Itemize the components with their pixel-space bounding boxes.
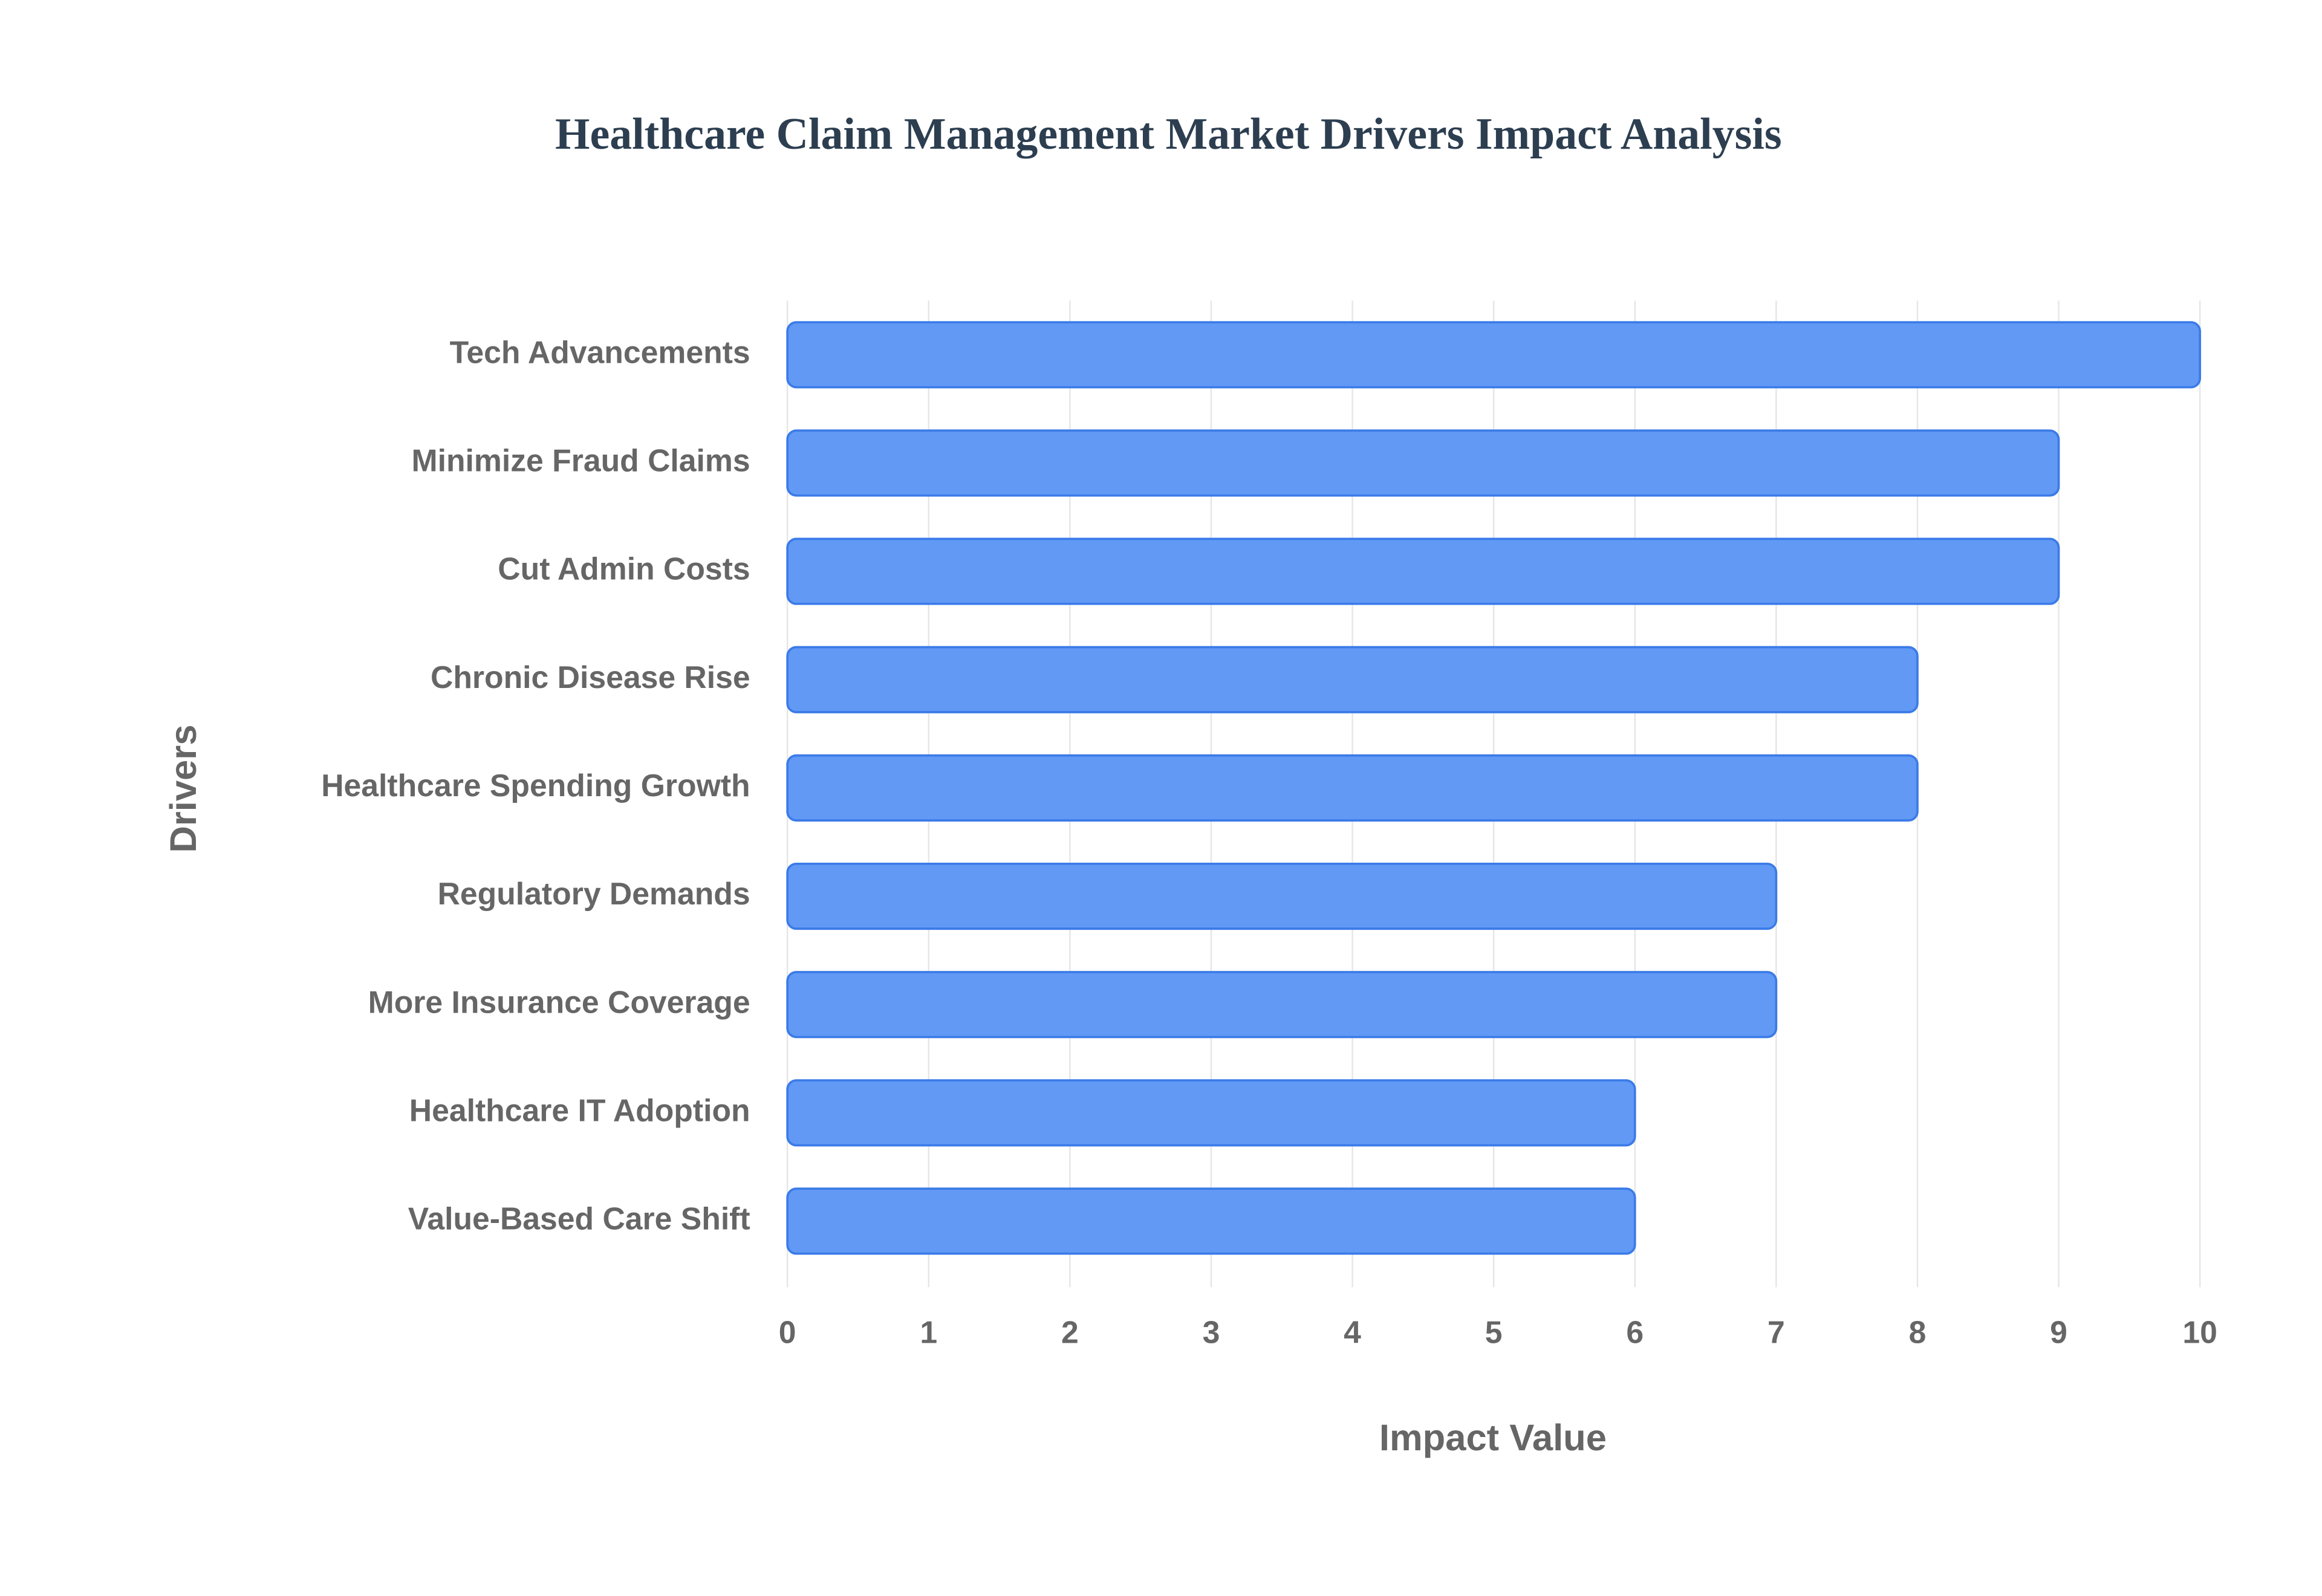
y-tick-label: Chronic Disease Rise	[431, 660, 750, 695]
x-tick-label: 7	[1768, 1315, 1785, 1350]
chart-title: Healthcare Claim Management Market Drive…	[555, 109, 1782, 158]
y-tick-label: Cut Admin Costs	[498, 551, 750, 586]
bar	[786, 537, 2060, 605]
bar	[786, 971, 1778, 1039]
x-tick-label: 4	[1344, 1315, 1361, 1350]
bar	[786, 754, 1919, 822]
x-tick-label: 6	[1626, 1315, 1644, 1350]
x-tick-label: 3	[1203, 1315, 1220, 1350]
y-tick-label: More Insurance Coverage	[368, 984, 750, 1019]
x-tick-label: 8	[1909, 1315, 1927, 1350]
y-axis-title: Drivers	[163, 725, 204, 853]
bar	[786, 862, 1778, 930]
y-tick-label: Healthcare IT Adoption	[409, 1092, 750, 1127]
y-tick-label: Healthcare Spending Growth	[321, 768, 750, 803]
x-tick-label: 9	[2050, 1315, 2067, 1350]
y-tick-label: Regulatory Demands	[438, 876, 750, 911]
bar	[786, 1079, 1636, 1147]
x-tick-label: 2	[1061, 1315, 1079, 1350]
y-tick-label: Value-Based Care Shift	[408, 1201, 750, 1236]
bar	[786, 646, 1919, 713]
x-tick-label: 10	[2182, 1315, 2217, 1350]
x-tick-label: 1	[920, 1315, 937, 1350]
x-tick-label: 0	[779, 1315, 796, 1350]
y-tick-label: Tech Advancements	[450, 334, 750, 369]
bar	[786, 429, 2060, 497]
y-tick-label: Minimize Fraud Claims	[412, 443, 750, 478]
x-tick-label: 5	[1485, 1315, 1503, 1350]
bar	[786, 1187, 1636, 1255]
bar	[786, 321, 2201, 389]
x-axis-title: Impact Value	[1379, 1417, 1607, 1459]
